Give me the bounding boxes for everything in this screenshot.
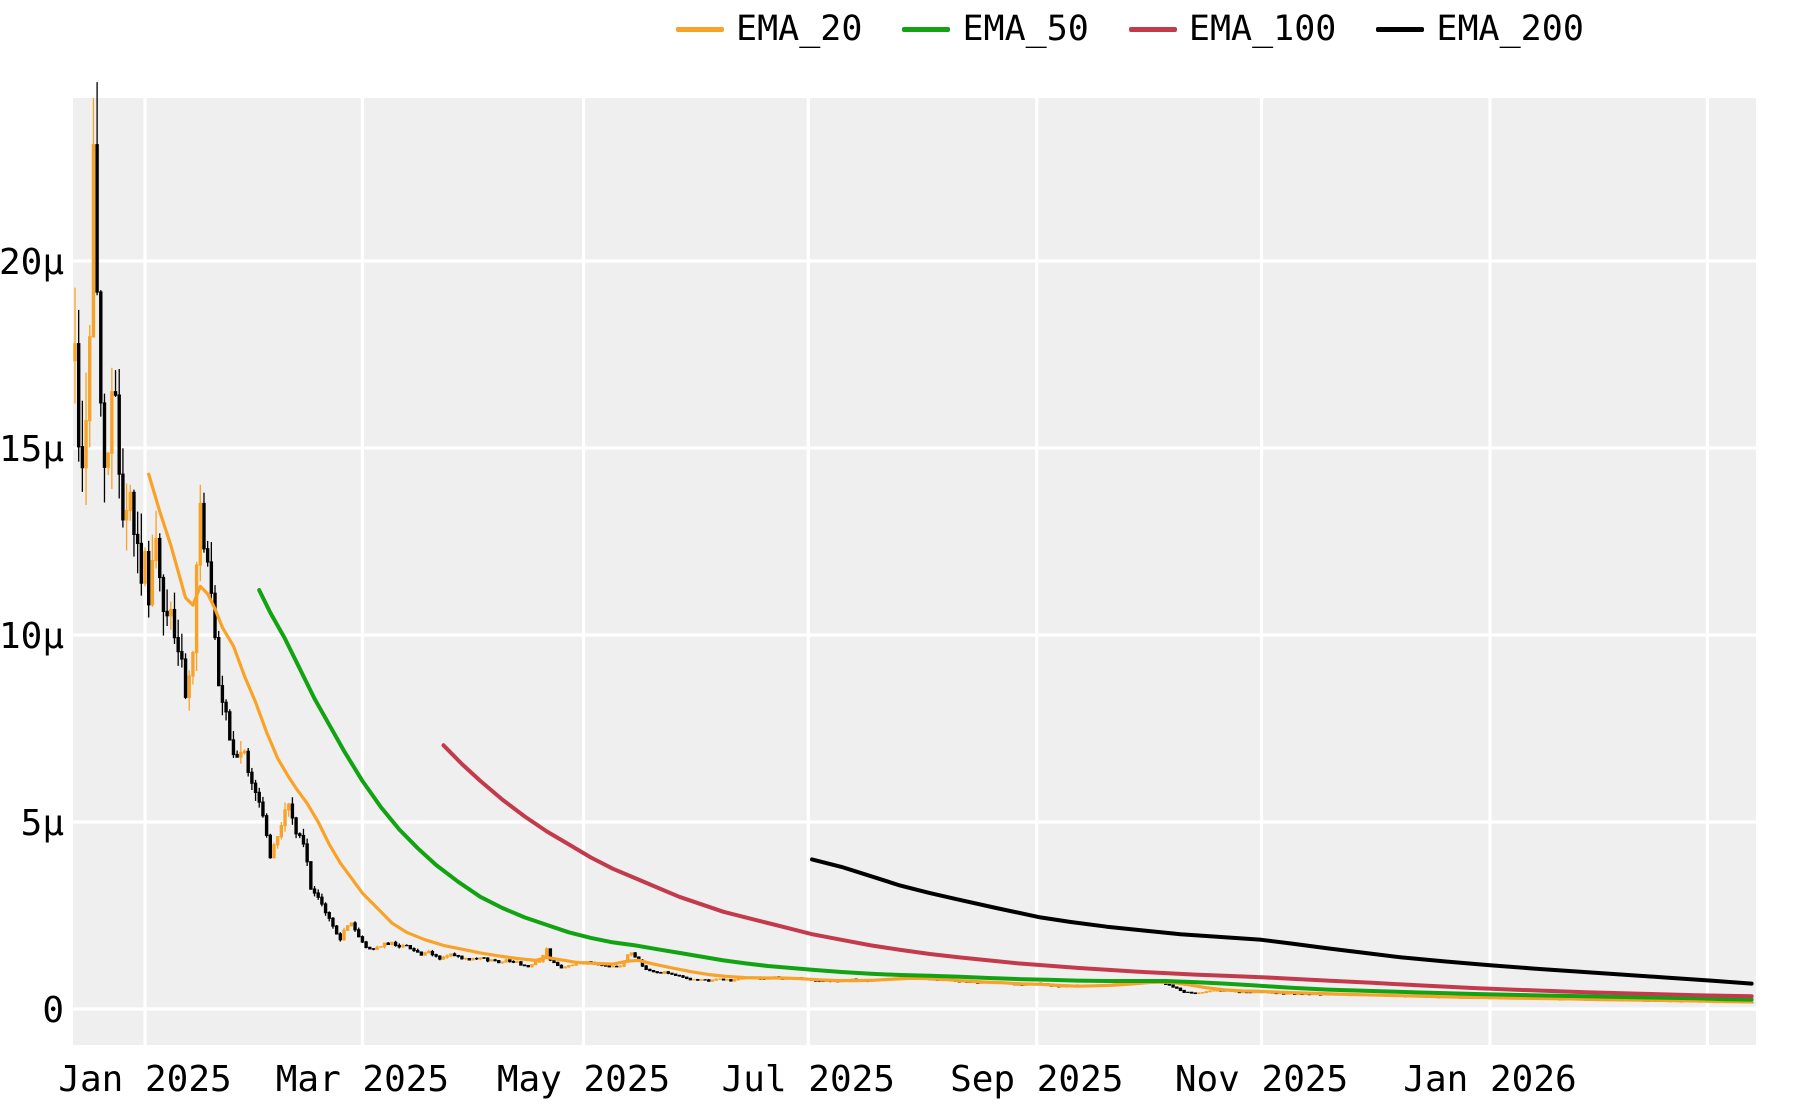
ema-200-line: [810, 857, 1754, 986]
legend-label: EMA_100: [1188, 9, 1337, 49]
y-tick-labels: 0 5µ 10µ 15µ 20µ: [0, 242, 64, 1031]
ema-100-line: [441, 743, 1754, 999]
y-tick-label: 20µ: [0, 242, 64, 283]
ema-20-line: [147, 472, 1754, 1004]
legend-label: EMA_20: [736, 9, 863, 49]
y-tick-label: 0: [42, 990, 64, 1031]
x-tick-label: Jan 2026: [1403, 1059, 1576, 1100]
legend-swatch-icon: [902, 27, 951, 32]
x-tick-label: Sep 2025: [950, 1059, 1123, 1100]
legend-entry-ema_100: EMA_100: [1128, 9, 1337, 49]
y-tick-label: 5µ: [21, 803, 64, 844]
legend-entry-ema_50: EMA_50: [902, 9, 1089, 49]
x-tick-label: Jul 2025: [722, 1059, 895, 1100]
x-tick-label: May 2025: [497, 1059, 670, 1100]
legend-swatch-icon: [1128, 27, 1177, 32]
x-tick-label: Nov 2025: [1175, 1059, 1348, 1100]
legend-label: EMA_200: [1436, 9, 1584, 49]
y-tick-label: 15µ: [0, 429, 64, 470]
legend-label: EMA_50: [962, 9, 1089, 49]
legend-entry-ema_200: EMA_200: [1376, 12, 1584, 47]
x-tick-label: Jan 2025: [58, 1059, 231, 1100]
chart-legend: EMA_20 EMA_50 EMA_100 EMA_200: [676, 12, 1584, 47]
gridlines: [73, 98, 1756, 1045]
legend-swatch-icon: [1376, 27, 1425, 32]
legend-entry-ema_20: EMA_20: [676, 12, 862, 47]
ema-50-line: [257, 588, 1754, 1002]
y-tick-label: 10µ: [0, 616, 64, 657]
x-tick-labels: Jan 2025 Mar 2025 May 2025 Jul 2025 Sep 2025…: [58, 1059, 1576, 1100]
legend-swatch-icon: [676, 27, 724, 32]
x-tick-label: Mar 2025: [276, 1059, 449, 1100]
